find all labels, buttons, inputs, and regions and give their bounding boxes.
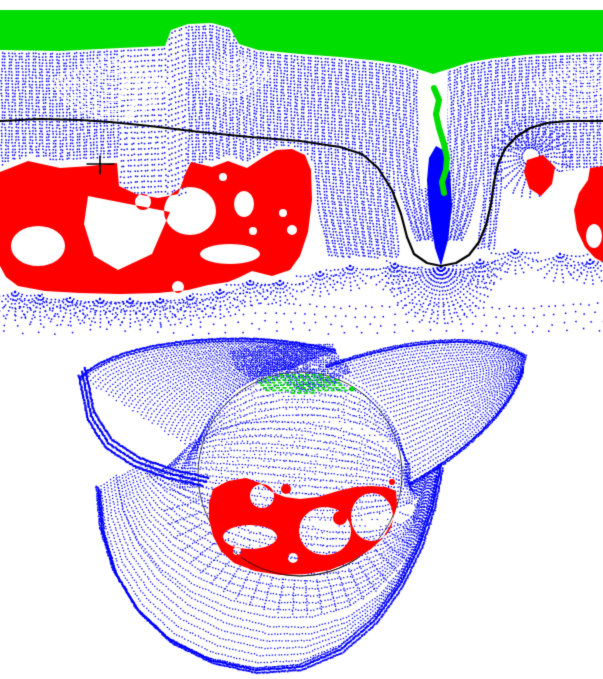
synoptic-map-panel <box>0 0 603 336</box>
sphere-view-panel <box>0 336 603 679</box>
